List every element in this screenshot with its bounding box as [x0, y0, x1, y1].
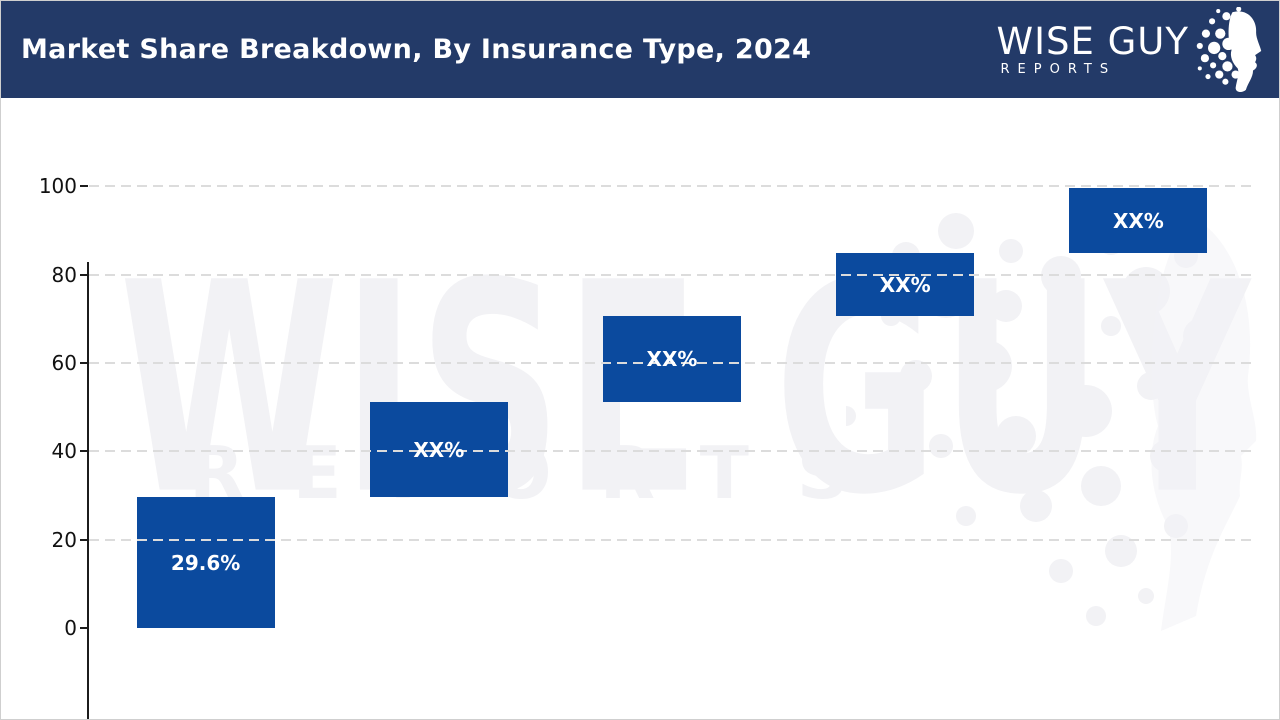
- y-tick-mark-60: [80, 361, 88, 364]
- gridline-40: [89, 450, 1255, 453]
- bar-property-insurance: [369, 402, 508, 498]
- gridline-80: [89, 273, 1255, 276]
- y-tick-label-20: 20: [51, 527, 77, 552]
- y-tick-label-80: 80: [51, 262, 77, 287]
- bar-value-label-casualty-insurance: XX%: [879, 272, 931, 297]
- y-tick-label-100: 100: [38, 174, 77, 199]
- y-tick-mark-40: [80, 450, 88, 453]
- gridline-60: [89, 361, 1255, 364]
- logo-text: WISE GUY REPORTS: [996, 19, 1189, 78]
- bar-life-insurance: [136, 497, 275, 628]
- bar-value-label-property-insurance: XX%: [413, 437, 465, 462]
- bar-value-label-health-insurance: XX%: [646, 347, 698, 372]
- logo-brand-sub: REPORTS: [1000, 62, 1117, 78]
- y-tick-mark-80: [80, 273, 88, 276]
- gridline-20: [89, 538, 1255, 541]
- dotted-head-icon: [1196, 7, 1262, 93]
- bar-value-label-life-insurance: 29.6%: [170, 550, 241, 575]
- header-bar: Market Share Breakdown, By Insurance Typ…: [1, 1, 1279, 98]
- bar-value-label-liability-insurance: XX%: [1112, 208, 1164, 233]
- y-tick-mark-20: [80, 538, 88, 541]
- bar-health-insurance: [603, 316, 741, 403]
- y-axis-line: [87, 262, 89, 719]
- y-tick-label-0: 0: [64, 616, 77, 640]
- page-title: Market Share Breakdown, By Insurance Typ…: [21, 34, 812, 65]
- bar-casualty-insurance: [836, 252, 975, 317]
- logo-brand-name: WISE GUY: [996, 19, 1189, 63]
- y-tick-label-40: 40: [51, 439, 77, 464]
- y-tick-mark-0: [80, 627, 88, 629]
- bar-liability-insurance: [1069, 188, 1208, 253]
- wise-guy-reports-logo: WISE GUY REPORTS: [997, 5, 1269, 95]
- y-tick-label-60: 60: [51, 350, 77, 375]
- watermark-text-secondary: REPORTS: [189, 431, 897, 515]
- y-tick-mark-100: [80, 185, 88, 188]
- gridline-100: [89, 185, 1255, 188]
